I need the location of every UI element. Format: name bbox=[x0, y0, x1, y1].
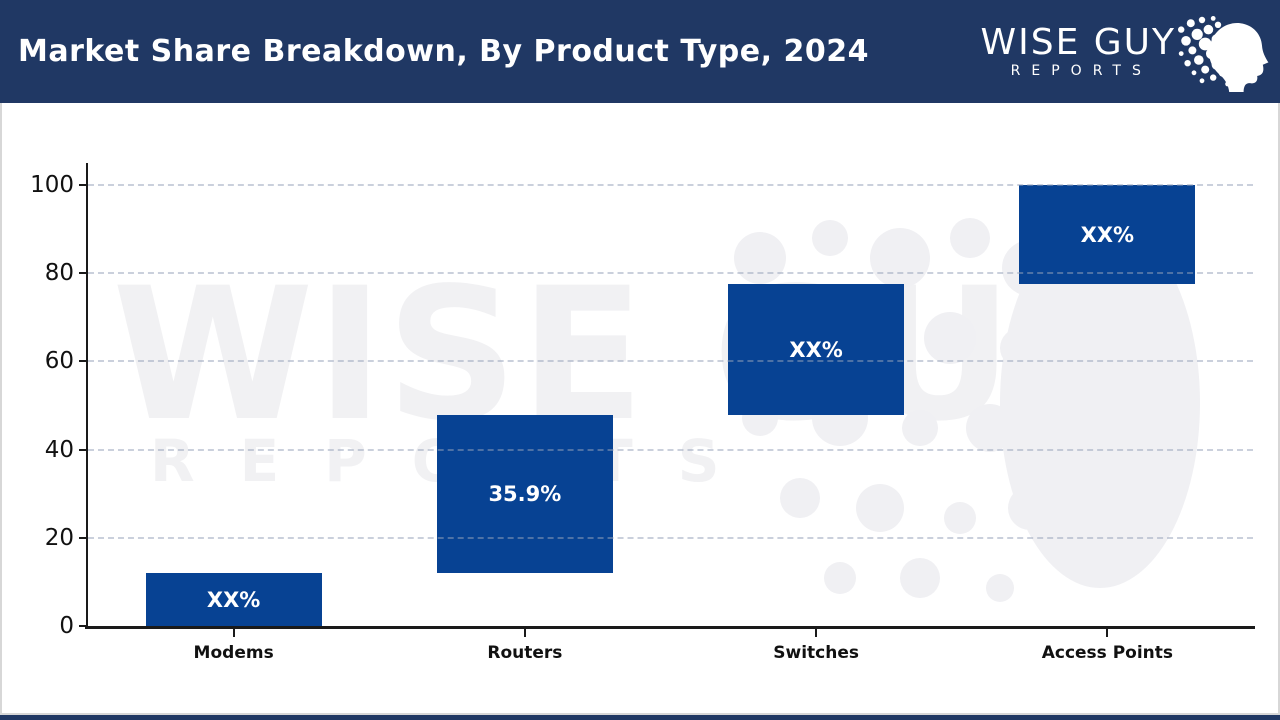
chart-title: Market Share Breakdown, By Product Type,… bbox=[18, 34, 869, 69]
y-tick-80 bbox=[79, 272, 88, 275]
column-routers: 35.9% Routers bbox=[379, 185, 670, 663]
y-tick-label-40: 40 bbox=[44, 436, 74, 463]
logo-text: WISE GUY REPORTS bbox=[981, 24, 1177, 79]
gridline-80 bbox=[88, 272, 1253, 275]
y-tick-100 bbox=[79, 184, 88, 186]
bar-value-label-switches: XX% bbox=[789, 337, 843, 362]
bar-routers: 35.9% bbox=[436, 414, 613, 574]
x-category-label-modems: Modems bbox=[193, 643, 274, 663]
y-tick-60 bbox=[79, 360, 88, 363]
y-tick-label-20: 20 bbox=[44, 524, 74, 551]
plot-area: XX% Modems 35.9% Routers XX% Switches XX% Acces… bbox=[30, 172, 1253, 663]
bar-columns: XX% Modems 35.9% Routers XX% Switches XX% Acces… bbox=[88, 185, 1253, 663]
x-tick-modems bbox=[232, 628, 235, 637]
face-profile-icon bbox=[1178, 15, 1269, 92]
gridline-40 bbox=[88, 448, 1253, 451]
y-tick-label-80: 80 bbox=[44, 260, 74, 287]
gridline-100 bbox=[88, 184, 1253, 186]
x-category-label-switches: Switches bbox=[773, 643, 859, 663]
logo-wordmark: WISE GUY bbox=[980, 22, 1176, 64]
y-tick-label-60: 60 bbox=[44, 348, 74, 375]
y-tick-20 bbox=[79, 536, 88, 539]
x-tick-switches bbox=[815, 628, 818, 637]
x-axis-line bbox=[85, 626, 1255, 629]
logo-subtitle: REPORTS bbox=[1010, 62, 1152, 79]
header-band: Market Share Breakdown, By Product Type,… bbox=[0, 0, 1280, 103]
bar-access-points: XX% bbox=[1019, 185, 1196, 285]
y-tick-0 bbox=[79, 625, 88, 627]
x-tick-access-points bbox=[1106, 628, 1109, 637]
column-access-points: XX% Access Points bbox=[962, 185, 1253, 663]
x-tick-routers bbox=[523, 628, 526, 637]
gridline-60 bbox=[88, 360, 1253, 363]
wise-guy-reports-logo: WISE GUY REPORTS bbox=[981, 4, 1275, 99]
y-tick-40 bbox=[79, 448, 88, 451]
column-switches: XX% Switches bbox=[671, 185, 962, 663]
bar-modems: XX% bbox=[145, 573, 322, 626]
column-modems: XX% Modems bbox=[88, 185, 379, 663]
footer-band bbox=[0, 715, 1280, 720]
bar-value-label-modems: XX% bbox=[206, 587, 261, 612]
bar-value-label-access-points: XX% bbox=[1080, 222, 1135, 247]
bar-switches: XX% bbox=[728, 284, 905, 415]
bar-value-label-routers: 35.9% bbox=[488, 481, 562, 506]
gridline-20 bbox=[88, 536, 1253, 539]
y-tick-label-0: 0 bbox=[59, 613, 74, 639]
y-axis-line bbox=[86, 163, 88, 628]
x-category-label-routers: Routers bbox=[487, 643, 563, 663]
x-category-label-access-points: Access Points bbox=[1041, 643, 1174, 663]
y-tick-label-100: 100 bbox=[30, 172, 74, 198]
